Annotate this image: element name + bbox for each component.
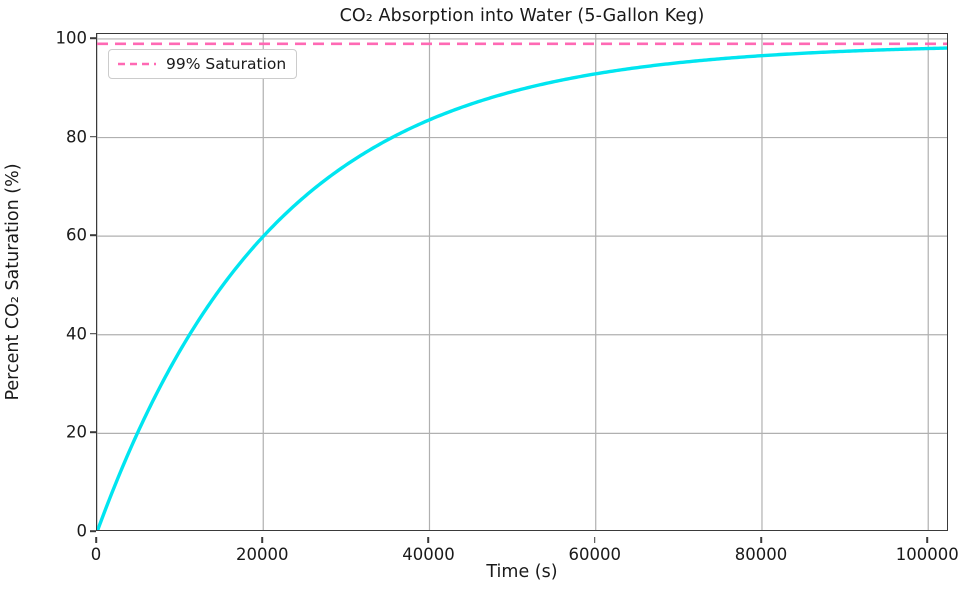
legend-item-label: 99% Saturation [166, 55, 287, 73]
legend-dashed-line-icon [118, 62, 156, 66]
y-axis-tick-mark [90, 431, 96, 434]
x-axis-tick-label: 100000 [895, 545, 959, 564]
x-axis-tick-label: 80000 [734, 545, 788, 564]
y-axis-tick-label: 0 [76, 521, 88, 541]
y-axis-tick-label: 60 [66, 225, 87, 245]
y-axis-tick-mark [90, 234, 96, 236]
x-axis-tick-label: 40000 [402, 545, 455, 564]
x-axis-tick-mark [593, 537, 596, 543]
x-axis-tick-label: 20000 [235, 545, 289, 564]
chart-legend: 99% Saturation [108, 49, 298, 79]
grid-lines [97, 34, 947, 530]
x-axis-tick-labels: 0 20000 40000 60000 80000 100000 [91, 537, 959, 564]
x-axis-tick-label: 0 [90, 545, 102, 564]
y-axis-tick-label: 80 [66, 127, 87, 147]
y-axis-tick-label: 40 [66, 324, 87, 344]
plot-svg [97, 34, 947, 530]
y-axis-tick-mark [90, 530, 96, 532]
plot-area [96, 33, 948, 531]
x-axis-tick-mark [760, 537, 762, 543]
chart-title: CO₂ Absorption into Water (5-Gallon Keg) [339, 6, 705, 26]
x-axis-tick-mark [427, 537, 430, 543]
co2-saturation-curve [97, 46, 947, 530]
x-axis-tick-mark [261, 537, 264, 543]
y-axis-tick-mark [90, 332, 96, 335]
y-axis-tick-label: 100 [55, 28, 88, 48]
y-axis-tick-labels: 0 20 40 60 80 100 [0, 28, 96, 541]
y-axis-tick-label: 20 [66, 422, 87, 442]
x-axis-label: Time (s) [486, 562, 558, 582]
x-axis-tick-mark [95, 537, 97, 543]
y-axis-tick-mark [90, 135, 96, 138]
x-axis-tick-mark [926, 537, 929, 543]
y-axis-tick-mark [90, 37, 96, 39]
x-axis-tick-label: 60000 [568, 545, 621, 564]
data-series-lines [97, 42, 947, 530]
y-axis-label: Percent CO₂ Saturation (%) [3, 163, 23, 401]
